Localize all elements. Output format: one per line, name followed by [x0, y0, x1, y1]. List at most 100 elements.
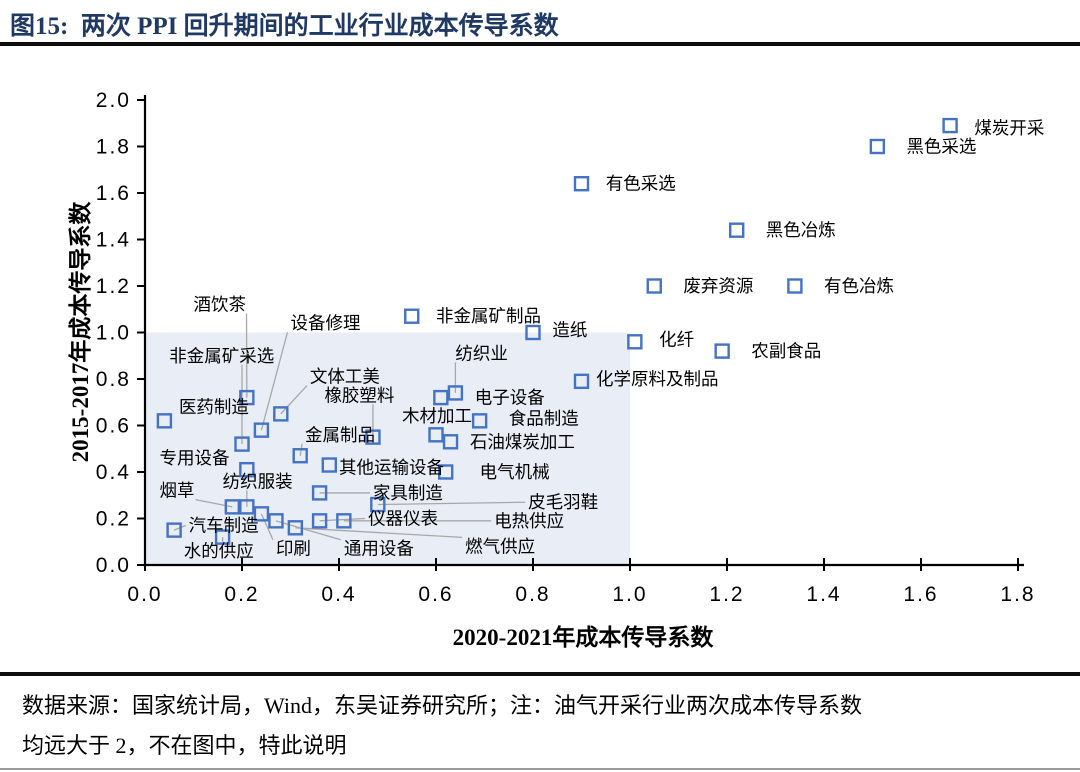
data-point-marker — [471, 413, 488, 429]
x-tick-label: 1.6 — [903, 583, 938, 606]
data-point-marker — [336, 513, 352, 529]
data-point-marker — [869, 138, 886, 155]
x-tick-label: 0.0 — [127, 583, 162, 606]
leader-line — [275, 520, 342, 541]
y-tick-label: 0.6 — [96, 415, 131, 438]
data-point-marker — [321, 457, 337, 473]
data-point-marker — [428, 427, 444, 443]
data-point-marker — [156, 413, 173, 429]
data-point-label: 化纤 — [659, 329, 694, 349]
y-tick-label: 1.2 — [96, 275, 131, 298]
data-point-label: 电气机械 — [480, 462, 550, 482]
data-point-label: 燃气供应 — [465, 536, 535, 556]
y-tick-label: 1.0 — [96, 322, 131, 345]
data-point-label: 印刷 — [276, 539, 311, 559]
data-point-label: 电热供应 — [494, 511, 564, 531]
y-tick-label: 0.0 — [96, 554, 131, 577]
y-axis-title: 2015-2017年成本传导系数 — [67, 201, 93, 463]
data-point-label: 文体工美 — [310, 367, 380, 387]
data-point-marker — [273, 406, 289, 422]
x-axis-title: 2020-2021年成本传导系数 — [453, 624, 715, 650]
y-tick-label: 1.6 — [96, 182, 131, 205]
data-point-marker — [234, 436, 250, 452]
data-point-marker — [729, 222, 745, 238]
data-point-label: 专用设备 — [160, 448, 230, 468]
figure-footnote: 数据来源：国家统计局，Wind，东吴证券研究所；注：油气开采行业两次成本传导系数… — [22, 686, 1062, 766]
data-point-marker — [714, 343, 730, 359]
data-point-marker — [627, 334, 643, 350]
data-point-marker — [442, 434, 459, 450]
data-point-marker — [404, 308, 420, 324]
data-point-label: 其他运输设备 — [339, 457, 444, 477]
leader-line — [260, 513, 274, 540]
leader-line — [280, 385, 308, 415]
data-point-label: 橡胶塑料 — [324, 385, 394, 405]
data-point-label: 汽车制造 — [189, 515, 259, 535]
shaded-region — [145, 332, 630, 565]
bottom-divider — [0, 768, 1080, 770]
footer-divider — [0, 672, 1080, 676]
data-point-label: 通用设备 — [344, 539, 414, 559]
data-point-label: 农副食品 — [751, 341, 821, 361]
x-tick-label: 0.8 — [515, 583, 550, 606]
data-point-label: 纺织业 — [455, 343, 508, 363]
data-point-marker — [370, 496, 386, 513]
data-point-marker — [224, 499, 241, 515]
data-point-label: 酒饮茶 — [194, 295, 247, 315]
data-point-label: 石油煤炭加工 — [470, 432, 575, 452]
data-point-label: 黑色采选 — [906, 137, 976, 157]
x-tick-label: 0.6 — [418, 583, 453, 606]
data-point-label: 设备修理 — [291, 313, 361, 333]
data-point-label: 纺织服装 — [223, 471, 293, 491]
data-point-label: 木材加工 — [402, 406, 472, 426]
x-tick-label: 1.0 — [612, 583, 647, 606]
data-point-label: 废弃资源 — [683, 276, 753, 296]
y-tick-label: 0.4 — [96, 461, 131, 484]
data-point-marker — [166, 522, 182, 538]
y-tick-label: 2.0 — [96, 89, 131, 112]
x-tick-label: 0.2 — [224, 583, 259, 606]
data-point-marker — [573, 175, 590, 192]
data-point-marker — [311, 485, 328, 501]
data-point-label: 非金属矿采选 — [169, 346, 274, 366]
leader-line — [260, 332, 289, 431]
y-tick-label: 1.8 — [96, 136, 131, 159]
data-point-marker — [239, 461, 255, 478]
data-point-marker — [268, 513, 284, 529]
data-point-marker — [365, 429, 381, 445]
data-point-label: 有色采选 — [606, 174, 676, 194]
data-point-marker — [787, 278, 803, 294]
y-tick-label: 1.4 — [96, 229, 131, 252]
data-point-label: 烟草 — [160, 481, 195, 501]
figure-title: 图15: 两次 PPI 回升期间的工业行业成本传导系数 — [10, 13, 559, 40]
data-point-label: 医药制造 — [179, 397, 249, 417]
x-tick-label: 1.8 — [1000, 583, 1035, 606]
scatter-chart: 煤炭开采 黑色采选 有色采选 黑色冶炼 废弃资源 有色冶炼 化纤 农副食品 非金属矿制品 造纸 化学… — [0, 50, 1080, 670]
data-point-label: 煤炭开采 — [974, 118, 1044, 138]
data-point-label: 食品制造 — [509, 409, 579, 429]
data-point-marker — [239, 499, 255, 515]
data-point-marker — [573, 373, 590, 390]
x-tick-label: 1.2 — [709, 583, 744, 606]
leader-line — [377, 501, 526, 506]
data-point-marker — [438, 464, 454, 480]
data-point-label: 化学原料及制品 — [596, 369, 719, 389]
data-point-marker — [525, 324, 541, 341]
data-point-label: 金属制品 — [305, 425, 375, 445]
data-point-marker — [942, 117, 958, 134]
x-tick-label: 1.4 — [806, 583, 841, 606]
data-point-label: 黑色冶炼 — [766, 220, 836, 240]
y-tick-label: 0.2 — [96, 508, 131, 531]
data-point-marker — [433, 389, 449, 406]
title-divider — [0, 42, 1080, 46]
data-point-label: 仪器仪表 — [368, 509, 438, 529]
data-point-marker — [292, 448, 308, 464]
data-point-marker — [311, 513, 328, 529]
data-point-marker — [253, 506, 270, 522]
data-point-marker — [287, 520, 304, 536]
data-point-label: 造纸 — [552, 320, 587, 340]
footnote-line-1: 数据来源：国家统计局，Wind，东吴证券研究所；注：油气开采行业两次成本传导系数 — [22, 693, 862, 718]
leader-line — [295, 527, 463, 539]
